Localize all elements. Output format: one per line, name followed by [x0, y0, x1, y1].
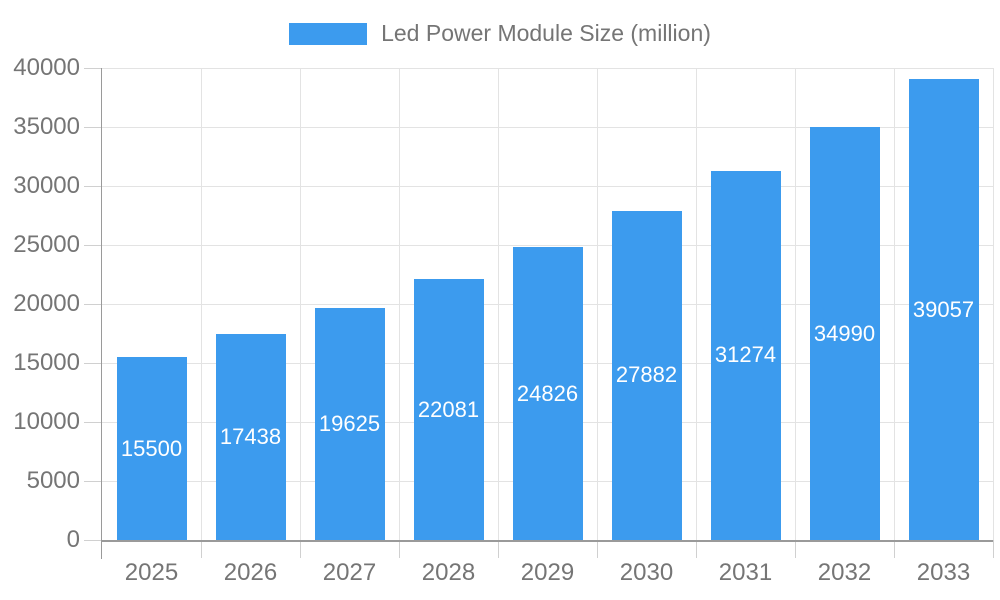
x-axis-tick [497, 540, 499, 558]
bar[interactable]: 39057 [908, 79, 979, 540]
legend-series-label: Led Power Module Size (million) [381, 20, 711, 46]
y-axis-tick [84, 185, 102, 187]
x-axis-tick-label: 2029 [520, 559, 575, 586]
x-axis-tick [992, 540, 994, 558]
h-gridline [102, 126, 993, 128]
h-gridline [102, 244, 993, 246]
x-axis-tick-label: 2028 [421, 559, 476, 586]
bar-value-label: 24826 [516, 380, 579, 406]
y-axis-tick-label: 5000 [26, 467, 80, 494]
bar[interactable]: 24826 [512, 247, 583, 540]
x-axis-tick-label: 2033 [916, 559, 971, 586]
y-axis-tick [84, 303, 102, 305]
x-axis-line [102, 539, 993, 542]
y-axis-tick [84, 67, 102, 69]
y-axis-tick-label: 20000 [13, 290, 80, 317]
y-axis-tick-label: 10000 [13, 408, 80, 435]
h-gridline [102, 185, 993, 187]
y-axis-tick-label: 30000 [13, 172, 80, 199]
legend-swatch-icon [289, 22, 368, 45]
v-gridline [596, 68, 598, 540]
x-axis-tick-label: 2027 [322, 559, 377, 586]
bar-value-label: 34990 [813, 320, 876, 346]
bar-value-label: 22081 [417, 396, 480, 422]
x-axis-tick-label: 2030 [619, 559, 674, 586]
bar-value-label: 17438 [219, 424, 282, 450]
y-axis-tick [84, 421, 102, 423]
y-axis-tick [84, 362, 102, 364]
bar[interactable]: 19625 [314, 308, 385, 540]
chart-legend[interactable]: Led Power Module Size (million) [0, 20, 1000, 47]
y-axis-tick [84, 244, 102, 246]
bar-value-label: 19625 [318, 411, 381, 437]
bar[interactable]: 17438 [215, 334, 286, 540]
y-axis-tick-label: 25000 [13, 231, 80, 258]
x-axis-tick [398, 540, 400, 558]
bar-value-label: 39057 [912, 296, 975, 322]
v-gridline [893, 68, 895, 540]
x-axis-tick [596, 540, 598, 558]
bar[interactable]: 34990 [809, 127, 880, 540]
bar-value-label: 27882 [615, 362, 678, 388]
y-axis-tick-label: 15000 [13, 349, 80, 376]
x-axis-tick-label: 2032 [817, 559, 872, 586]
y-axis-tick-label: 40000 [13, 54, 80, 81]
v-gridline [695, 68, 697, 540]
bar[interactable]: 31274 [710, 170, 781, 540]
v-gridline [992, 68, 994, 540]
v-gridline [398, 68, 400, 540]
bar-value-label: 31274 [714, 342, 777, 368]
v-gridline [497, 68, 499, 540]
x-axis-tick [893, 540, 895, 558]
y-axis-tick [84, 126, 102, 128]
y-axis-tick-label: 35000 [13, 113, 80, 140]
y-axis-tick [84, 539, 102, 541]
y-axis-line [100, 68, 102, 559]
x-axis-tick-label: 2031 [718, 559, 773, 586]
v-gridline [299, 68, 301, 540]
y-axis-tick [84, 480, 102, 482]
y-axis-tick-label: 0 [66, 526, 80, 553]
bar[interactable]: 27882 [611, 210, 682, 540]
v-gridline [200, 68, 202, 540]
bar[interactable]: 15500 [116, 357, 187, 540]
x-axis-tick [299, 540, 301, 558]
x-axis-tick [794, 540, 796, 558]
h-gridline [102, 67, 993, 69]
x-axis-tick-label: 2025 [124, 559, 179, 586]
bar-value-label: 15500 [120, 435, 183, 461]
x-axis-tick [695, 540, 697, 558]
x-axis-tick [200, 540, 202, 558]
v-gridline [794, 68, 796, 540]
x-axis-tick-label: 2026 [223, 559, 278, 586]
bar[interactable]: 22081 [413, 279, 484, 540]
